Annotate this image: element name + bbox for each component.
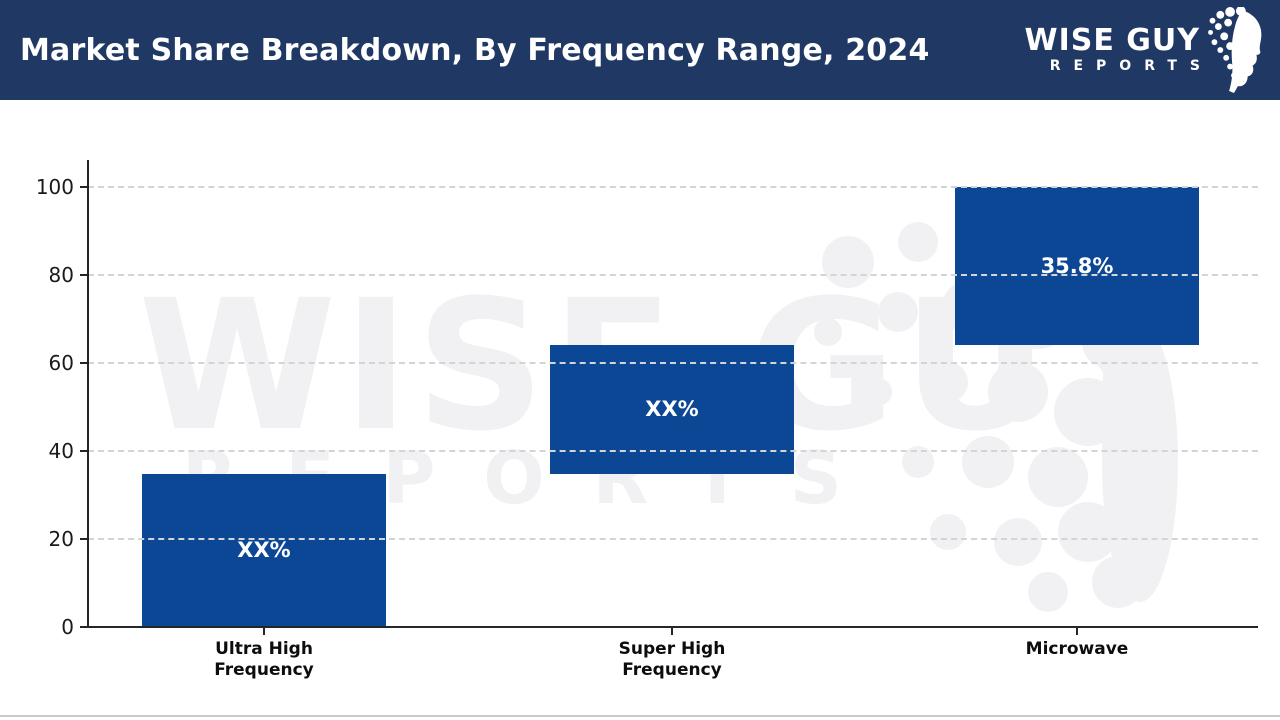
y-tick-mark xyxy=(80,538,88,540)
category-label-line: Frequency xyxy=(622,660,722,680)
y-axis-line xyxy=(87,160,89,628)
header-bar: Market Share Breakdown, By Frequency Ran… xyxy=(0,0,1280,100)
x-tick-mark xyxy=(671,628,673,635)
gridline-40 xyxy=(88,450,1258,452)
y-tick-label: 60 xyxy=(48,351,74,375)
y-tick-label: 20 xyxy=(48,527,74,551)
bar-segment: XX% xyxy=(142,473,386,627)
y-tick-mark xyxy=(80,274,88,276)
bar-segment: XX% xyxy=(550,344,794,474)
gridline-80 xyxy=(88,274,1258,276)
x-tick-mark xyxy=(263,628,265,635)
category-label: Super High Frequency xyxy=(502,639,842,681)
x-axis-line xyxy=(88,626,1258,628)
logo-subtext: REPORTS xyxy=(1049,58,1213,74)
y-tick-label: 0 xyxy=(61,615,74,639)
logo-face-icon xyxy=(1208,7,1262,93)
x-tick-mark xyxy=(1076,628,1078,635)
y-tick-label: 80 xyxy=(48,263,74,287)
bar-value-label: 35.8% xyxy=(1040,253,1114,278)
y-tick-mark xyxy=(80,626,88,628)
y-tick-mark xyxy=(80,450,88,452)
bar-segment: 35.8% xyxy=(955,187,1199,345)
bar-value-label: XX% xyxy=(237,538,291,563)
y-tick-mark xyxy=(80,362,88,364)
page-title: Market Share Breakdown, By Frequency Ran… xyxy=(20,32,930,68)
y-tick-mark xyxy=(80,186,88,188)
logo-text: WISE GUY REPORTS xyxy=(1024,25,1200,75)
y-tick-label: 100 xyxy=(35,175,74,199)
wiseguy-logo: WISE GUY REPORTS xyxy=(1024,7,1280,93)
gridline-60 xyxy=(88,362,1258,364)
category-label-line: Super High xyxy=(618,639,726,659)
logo-wordmark: WISE GUY xyxy=(1024,23,1200,58)
category-label: Microwave xyxy=(907,639,1247,660)
category-label-line: Frequency xyxy=(214,660,314,680)
category-label: Ultra High Frequency xyxy=(94,639,434,681)
footer-divider xyxy=(0,715,1280,717)
category-label-line: Microwave xyxy=(1025,639,1129,659)
gridline-100 xyxy=(88,186,1258,188)
y-tick-label: 40 xyxy=(48,439,74,463)
gridline-20 xyxy=(88,538,1258,540)
bar-value-label: XX% xyxy=(645,397,699,422)
category-label-line: Ultra High xyxy=(215,639,313,659)
